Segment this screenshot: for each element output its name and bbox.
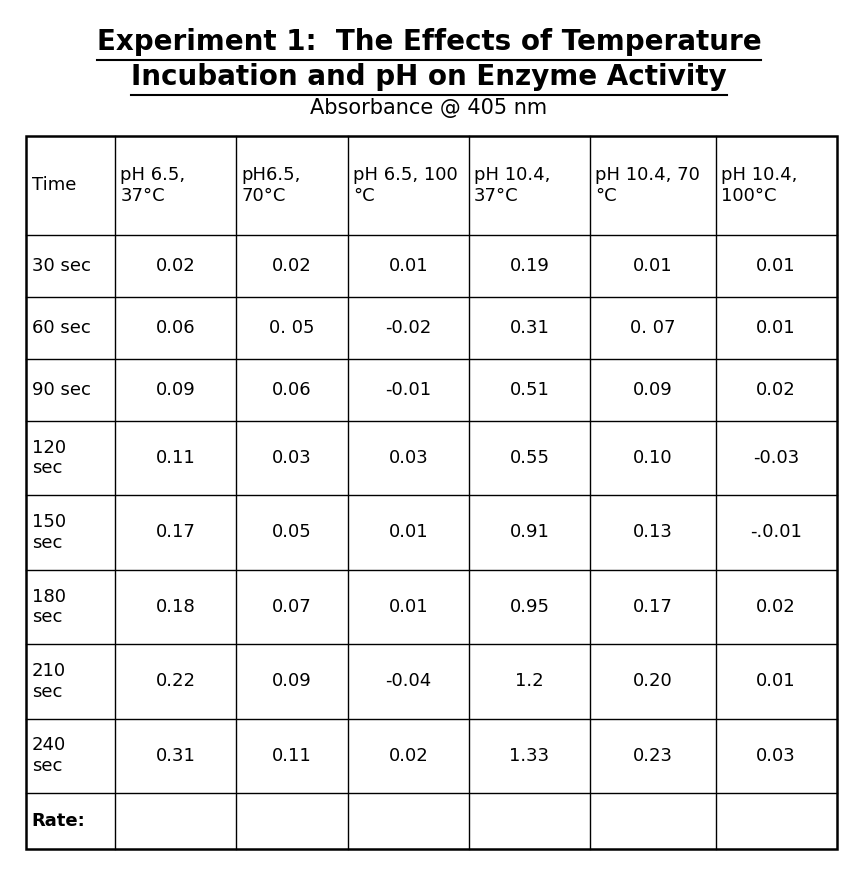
Text: 0.07: 0.07 [272, 598, 312, 616]
Text: pH 10.4,
100°C: pH 10.4, 100°C [721, 166, 797, 205]
Text: 60 sec: 60 sec [32, 318, 90, 337]
Text: Experiment 1:  The Effects of Temperature: Experiment 1: The Effects of Temperature [97, 28, 761, 56]
Text: 0.51: 0.51 [510, 381, 549, 399]
Text: 0.11: 0.11 [155, 449, 196, 467]
Text: 0.55: 0.55 [510, 449, 549, 467]
Text: 0.01: 0.01 [389, 598, 428, 616]
Text: 0.10: 0.10 [633, 449, 673, 467]
Text: 0. 07: 0. 07 [630, 318, 675, 337]
Text: 0.31: 0.31 [510, 318, 549, 337]
Text: 0.19: 0.19 [510, 257, 549, 275]
Text: pH6.5,
70°C: pH6.5, 70°C [241, 166, 300, 205]
Text: 0.95: 0.95 [510, 598, 549, 616]
Text: pH 6.5, 100
°C: pH 6.5, 100 °C [353, 166, 458, 205]
Text: 0.17: 0.17 [633, 598, 673, 616]
Text: 0.20: 0.20 [633, 672, 673, 690]
Text: 0.01: 0.01 [757, 257, 796, 275]
Text: 0.02: 0.02 [389, 746, 428, 765]
Text: 0.02: 0.02 [756, 598, 796, 616]
Bar [26, 136, 837, 849]
Text: 0.17: 0.17 [155, 523, 196, 542]
Text: 0.01: 0.01 [389, 257, 428, 275]
Text: 0.01: 0.01 [633, 257, 673, 275]
Text: 0.03: 0.03 [756, 746, 796, 765]
Text: 0.03: 0.03 [272, 449, 312, 467]
Text: 0.01: 0.01 [757, 318, 796, 337]
Text: -.0.01: -.0.01 [750, 523, 802, 542]
Text: 0.02: 0.02 [155, 257, 196, 275]
Text: 0.09: 0.09 [633, 381, 673, 399]
Text: 0.02: 0.02 [756, 381, 796, 399]
Text: 0.91: 0.91 [510, 523, 549, 542]
Text: -0.01: -0.01 [385, 381, 432, 399]
Text: 0.03: 0.03 [389, 449, 428, 467]
Text: 0.06: 0.06 [272, 381, 311, 399]
Text: 0.06: 0.06 [155, 318, 196, 337]
Text: 0.23: 0.23 [633, 746, 673, 765]
Text: 0.05: 0.05 [272, 523, 312, 542]
Text: Rate:: Rate: [32, 812, 86, 829]
Text: Absorbance @ 405 nm: Absorbance @ 405 nm [311, 98, 547, 118]
Text: 210
sec: 210 sec [32, 662, 66, 701]
Text: -0.04: -0.04 [385, 672, 432, 690]
Text: 0.01: 0.01 [757, 672, 796, 690]
Text: 150
sec: 150 sec [32, 513, 66, 552]
Text: pH 6.5,
37°C: pH 6.5, 37°C [120, 166, 185, 205]
Text: 0.31: 0.31 [155, 746, 196, 765]
Text: -0.03: -0.03 [753, 449, 800, 467]
Text: pH 10.4,
37°C: pH 10.4, 37°C [474, 166, 551, 205]
Text: 1.2: 1.2 [515, 672, 544, 690]
Text: 0.13: 0.13 [633, 523, 673, 542]
Text: 240
sec: 240 sec [32, 737, 66, 775]
Text: Incubation and pH on Enzyme Activity: Incubation and pH on Enzyme Activity [131, 63, 727, 91]
Text: 0.09: 0.09 [155, 381, 196, 399]
Text: Time: Time [32, 176, 76, 194]
Text: 0.01: 0.01 [389, 523, 428, 542]
Text: -0.02: -0.02 [385, 318, 432, 337]
Text: 90 sec: 90 sec [32, 381, 91, 399]
Text: 0.02: 0.02 [272, 257, 312, 275]
Text: 0.11: 0.11 [272, 746, 312, 765]
Text: 0.18: 0.18 [155, 598, 196, 616]
Text: 120
sec: 120 sec [32, 438, 66, 478]
Text: 0.22: 0.22 [155, 672, 196, 690]
Text: 30 sec: 30 sec [32, 257, 91, 275]
Text: 0. 05: 0. 05 [269, 318, 315, 337]
Text: 1.33: 1.33 [510, 746, 549, 765]
Text: 180
sec: 180 sec [32, 587, 66, 626]
Text: pH 10.4, 70
°C: pH 10.4, 70 °C [595, 166, 700, 205]
Text: 0.09: 0.09 [272, 672, 312, 690]
